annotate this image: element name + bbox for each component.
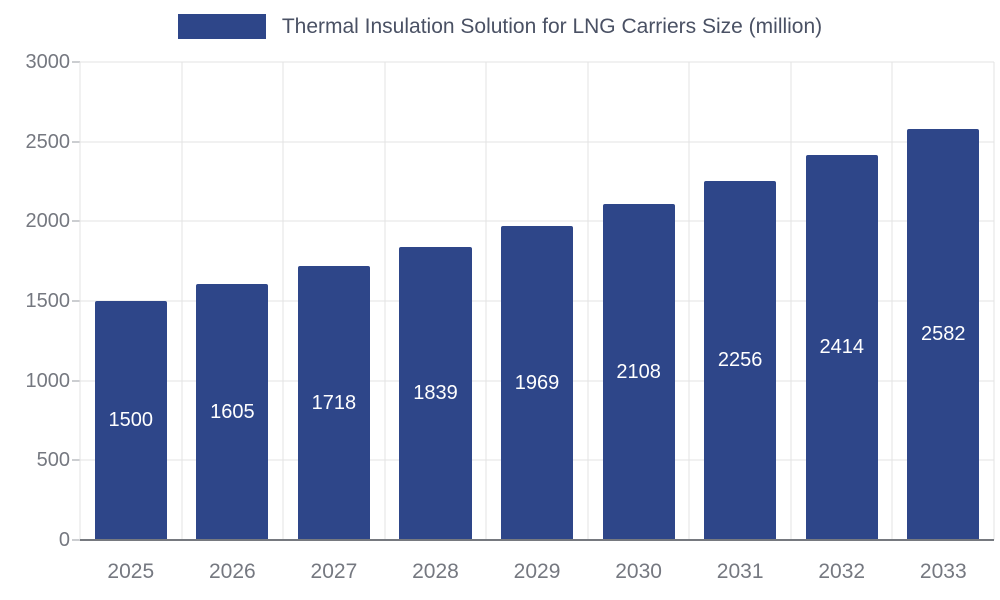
gridline-vertical: [790, 62, 792, 540]
y-axis-tick: [72, 220, 80, 222]
x-axis-tick-label: 2028: [412, 560, 459, 583]
bar-value-label: 1718: [311, 391, 357, 414]
gridline-vertical: [688, 62, 690, 540]
bar-value-label: 2108: [616, 360, 661, 383]
x-axis-tick-label: 2033: [919, 560, 967, 583]
plot-area: 1500 1605 1718 1839 1969 2108 2256 2414 2582: [72, 61, 995, 541]
bar-cell: 2108: [588, 62, 690, 540]
bar: 1605: [196, 284, 269, 540]
x-axis: 2025 2026 2027 2028 2029 2030 2031 2032 2033: [80, 560, 994, 586]
bar: 1718: [297, 266, 370, 540]
bar-value-label: 1969: [514, 371, 560, 394]
bar-cell: 1500: [80, 62, 182, 540]
bar-cell: 1969: [486, 62, 588, 540]
x-axis-tick-label: 2029: [513, 560, 561, 583]
x-axis-tick-label: 2032: [818, 560, 866, 583]
x-axis-tick-label: 2026: [208, 560, 256, 583]
bar: 2414: [805, 155, 878, 540]
y-axis-tick: [72, 459, 80, 461]
bar-value-label: 2582: [921, 322, 966, 345]
bar-value-label: 2414: [819, 336, 864, 359]
gridline-vertical: [485, 62, 487, 540]
bar: 1500: [94, 301, 167, 540]
bar: 2256: [704, 180, 777, 540]
y-axis-tick-label: 2500: [25, 130, 71, 153]
y-axis-tick: [72, 300, 80, 302]
y-axis-tick-label: 3000: [25, 51, 71, 73]
y-axis-tick-label: 1500: [25, 290, 71, 312]
bar-cell: 2414: [791, 62, 893, 540]
bar: 2582: [907, 128, 980, 540]
bar-value-label: 2256: [717, 348, 763, 371]
y-axis-tick: [72, 141, 80, 143]
x-axis-tick-label: 2030: [615, 560, 662, 583]
bar-cell: 1718: [283, 62, 385, 540]
gridline-vertical: [282, 62, 284, 540]
bar-value-label: 1605: [210, 400, 255, 423]
bars-row: 1500 1605 1718 1839 1969 2108 2256 2414 2582: [80, 62, 994, 540]
gridline-vertical: [181, 62, 183, 540]
x-axis-tick-label: 2027: [310, 560, 358, 583]
x-axis-tick-label: 2025: [107, 560, 155, 583]
bar: 1969: [500, 226, 574, 540]
bar: 1839: [399, 247, 472, 540]
bar-cell: 1839: [385, 62, 487, 540]
y-axis-tick-label: 1000: [25, 369, 71, 392]
bar-value-label: 1500: [108, 409, 154, 431]
bar-cell: 1605: [182, 62, 284, 540]
gridline-horizontal: [80, 539, 994, 541]
gridline-horizontal: [80, 61, 994, 63]
x-axis-tick-label: 2031: [716, 560, 764, 583]
bar: 2108: [602, 204, 675, 540]
y-axis-tick: [72, 539, 80, 541]
y-axis: 0 500 1000 1500 2000 2500 3000: [0, 52, 71, 550]
y-axis-tick: [72, 380, 80, 382]
bar-cell: 2582: [893, 62, 995, 540]
y-axis-tick: [72, 61, 80, 63]
gridline-horizontal: [80, 141, 994, 143]
gridline-vertical: [79, 62, 81, 540]
bar-cell: 2256: [689, 62, 791, 540]
bar-value-label: 1839: [413, 382, 458, 404]
y-axis-tick-label: 0: [58, 529, 70, 551]
y-axis-tick-label: 2000: [25, 210, 71, 233]
legend-swatch[interactable]: [177, 14, 266, 39]
legend-label[interactable]: Thermal Insulation Solution for LNG Carr…: [281, 14, 823, 38]
gridline-vertical: [891, 62, 893, 540]
gridline-horizontal: [80, 220, 994, 222]
gridline-vertical: [587, 62, 589, 540]
y-axis-tick-label: 500: [36, 449, 70, 472]
gridline-vertical: [993, 62, 995, 540]
legend: Thermal Insulation Solution for LNG Carr…: [0, 14, 1000, 39]
gridline-vertical: [384, 62, 386, 540]
